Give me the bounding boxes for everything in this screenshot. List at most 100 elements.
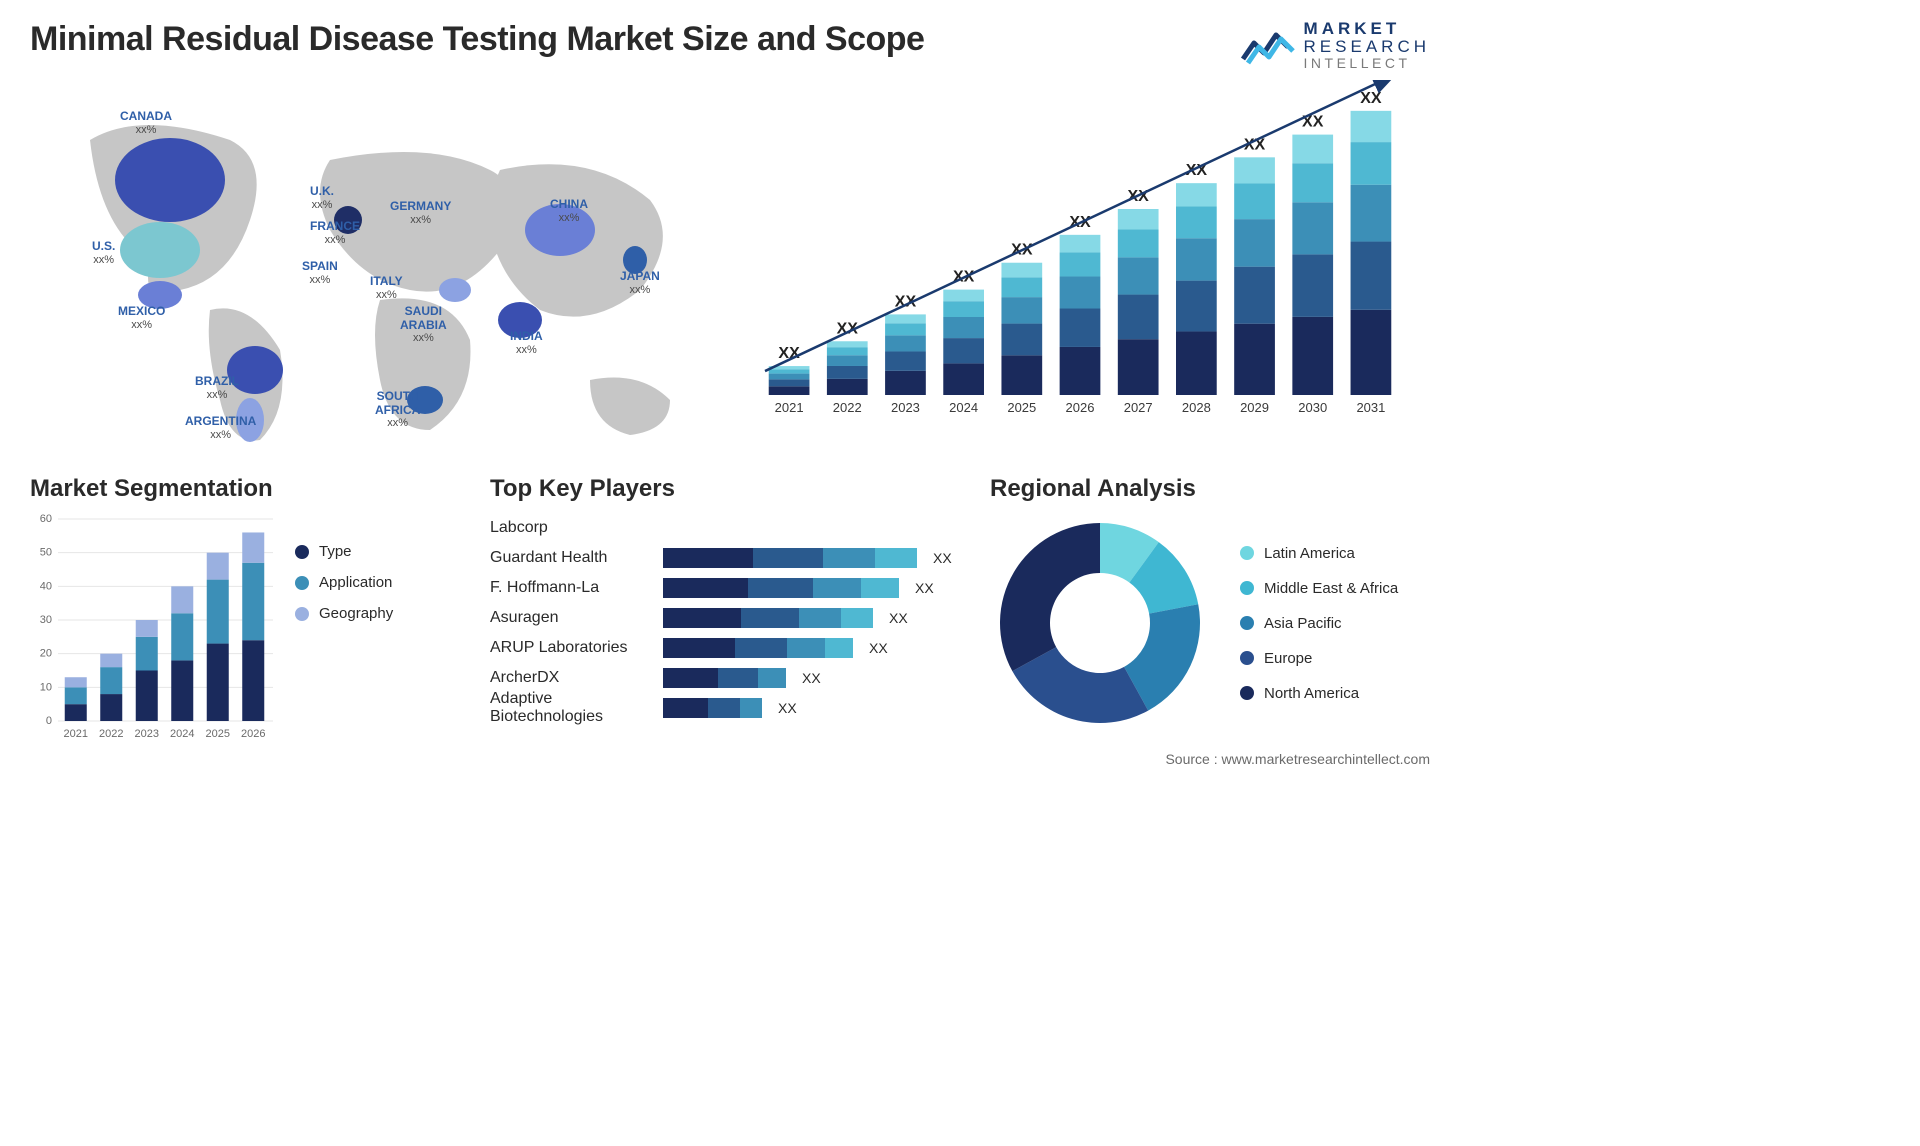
map-label-southafrica: SOUTHAFRICAxx% [375,390,420,428]
player-row: Adaptive Biotechnologies XX [490,693,960,723]
svg-text:2024: 2024 [949,400,978,415]
player-value: XX [889,610,908,626]
legend-label: Type [319,543,352,560]
player-label: ArcherDX [490,669,655,687]
logo-line1: MARKET [1304,20,1430,38]
regional-donut-svg [990,513,1210,733]
segmentation-legend: Type Application Geography [295,513,393,743]
svg-text:2026: 2026 [1066,400,1095,415]
page-title: Minimal Residual Disease Testing Market … [30,20,924,59]
legend-label: Europe [1264,650,1312,667]
legend-label: Application [319,574,392,591]
legend-dot-icon [1240,616,1254,630]
legend-dot-icon [1240,651,1254,665]
svg-text:20: 20 [40,648,52,660]
legend-dot-icon [1240,581,1254,595]
svg-text:40: 40 [40,581,52,593]
map-label-china: CHINAxx% [550,198,588,223]
players-panel: Top Key Players Labcorp Guardant Health XX… [490,475,960,723]
segmentation-chart: 0102030405060202120222023202420252026 [30,513,275,743]
svg-text:30: 30 [40,614,52,626]
svg-text:2028: 2028 [1182,400,1211,415]
brand-logo: MARKET RESEARCH INTELLECT [1240,20,1430,70]
map-label-saudiarabia: SAUDIARABIAxx% [400,305,447,343]
legend-label: Asia Pacific [1264,615,1342,632]
map-label-uk: U.K.xx% [310,185,334,210]
player-row: Guardant Health XX [490,543,960,573]
player-value: XX [778,700,797,716]
segmentation-legend-item: Type [295,543,393,560]
player-value: XX [802,670,821,686]
player-bar [663,548,917,568]
top-row: CANADAxx%U.S.xx%MEXICOxx%BRAZILxx%ARGENT… [30,80,1430,450]
regional-legend-item: North America [1240,685,1398,702]
legend-label: Latin America [1264,545,1355,562]
player-label: Guardant Health [490,549,655,567]
logo-mark-icon [1240,23,1296,67]
svg-text:2025: 2025 [206,728,230,740]
svg-text:XX: XX [1360,90,1382,107]
players-list: Labcorp Guardant Health XX F. Hoffmann-La XX… [490,513,960,723]
player-row: ArcherDX XX [490,663,960,693]
player-bar [663,608,873,628]
logo-line3: INTELLECT [1304,56,1430,71]
svg-text:2025: 2025 [1007,400,1036,415]
player-value: XX [915,580,934,596]
svg-text:2023: 2023 [891,400,920,415]
legend-dot-icon [1240,546,1254,560]
legend-dot-icon [295,607,309,621]
map-label-italy: ITALYxx% [370,275,403,300]
svg-text:2026: 2026 [241,728,265,740]
player-bar [663,668,786,688]
legend-label: North America [1264,685,1359,702]
player-label: F. Hoffmann-La [490,579,655,597]
player-row: Labcorp [490,513,960,543]
svg-text:60: 60 [40,513,52,525]
segmentation-title: Market Segmentation [30,475,460,503]
map-label-brazil: BRAZILxx% [195,375,239,400]
regional-legend: Latin America Middle East & Africa Asia Pa… [1240,545,1398,702]
map-label-spain: SPAINxx% [302,260,338,285]
source-attribution: Source : www.marketresearchintellect.com [30,751,1430,767]
player-row: F. Hoffmann-La XX [490,573,960,603]
svg-text:2029: 2029 [1240,400,1269,415]
regional-panel: Regional Analysis Latin America Middle Ea… [990,475,1430,733]
legend-label: Geography [319,605,393,622]
svg-text:50: 50 [40,547,52,559]
segmentation-legend-item: Application [295,574,393,591]
market-size-chart-svg: XX2021XX2022XX2023XX2024XX2025XX2026XX20… [750,80,1430,450]
svg-text:2022: 2022 [833,400,862,415]
svg-text:10: 10 [40,682,52,694]
player-value: XX [869,640,888,656]
regional-legend-item: Latin America [1240,545,1398,562]
world-map: CANADAxx%U.S.xx%MEXICOxx%BRAZILxx%ARGENT… [30,80,720,450]
legend-label: Middle East & Africa [1264,580,1398,597]
svg-text:2024: 2024 [170,728,194,740]
players-title: Top Key Players [490,475,960,503]
player-label: Adaptive Biotechnologies [490,690,655,726]
svg-text:2030: 2030 [1298,400,1327,415]
player-label: Labcorp [490,519,655,537]
map-label-argentina: ARGENTINAxx% [185,415,256,440]
regional-legend-item: Asia Pacific [1240,615,1398,632]
player-bar [663,578,899,598]
map-label-us: U.S.xx% [92,240,115,265]
map-label-mexico: MEXICOxx% [118,305,165,330]
header: Minimal Residual Disease Testing Market … [30,20,1430,70]
player-value: XX [933,550,952,566]
map-label-germany: GERMANYxx% [390,200,451,225]
map-label-france: FRANCExx% [310,220,360,245]
legend-dot-icon [1240,686,1254,700]
player-row: AsuragenXX [490,603,960,633]
logo-line2: RESEARCH [1304,38,1430,56]
segmentation-legend-item: Geography [295,605,393,622]
player-row: ARUP LaboratoriesXX [490,633,960,663]
svg-text:2021: 2021 [775,400,804,415]
svg-text:2023: 2023 [135,728,159,740]
regional-title: Regional Analysis [990,475,1430,503]
legend-dot-icon [295,576,309,590]
bottom-row: Market Segmentation 01020304050602021202… [30,475,1430,743]
legend-dot-icon [295,545,309,559]
map-label-japan: JAPANxx% [620,270,660,295]
segmentation-panel: Market Segmentation 01020304050602021202… [30,475,460,743]
